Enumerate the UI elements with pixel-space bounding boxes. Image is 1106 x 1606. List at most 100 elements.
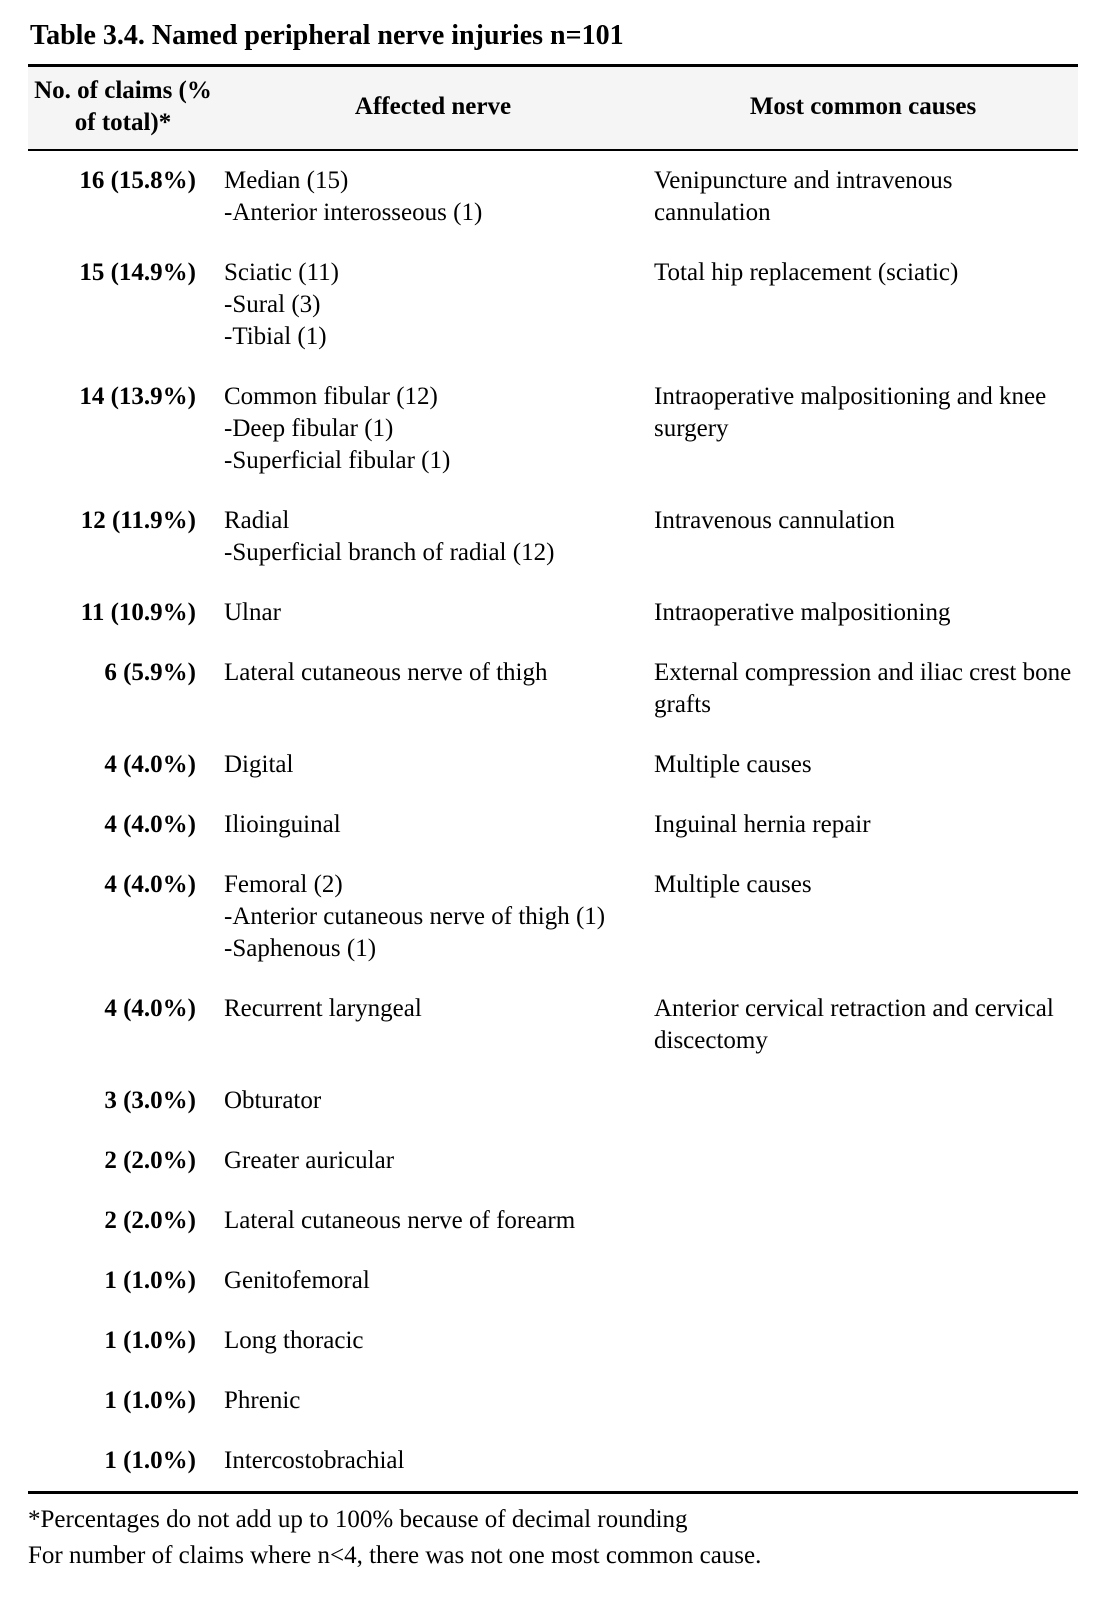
nerve-line: -Tibial (1)	[224, 321, 642, 353]
nerve-line: Sciatic (11)	[224, 257, 642, 289]
nerve-cell: Radial-Superficial branch of radial (12)	[218, 491, 648, 583]
claims-cell: 4 (4.0%)	[28, 735, 218, 795]
cause-cell: Multiple causes	[648, 855, 1078, 979]
cause-cell	[648, 1431, 1078, 1493]
nerve-cell: Lateral cutaneous nerve of thigh	[218, 643, 648, 735]
table-row: 1 (1.0%)Long thoracic	[28, 1311, 1078, 1371]
nerve-line: Ulnar	[224, 597, 642, 629]
col-header-nerve: Affected nerve	[218, 65, 648, 150]
nerve-line: Femoral (2)	[224, 869, 642, 901]
nerve-cell: Femoral (2)-Anterior cutaneous nerve of …	[218, 855, 648, 979]
claims-cell: 4 (4.0%)	[28, 795, 218, 855]
cause-cell: Multiple causes	[648, 735, 1078, 795]
cause-line: Venipuncture and intravenous cannulation	[654, 165, 1072, 229]
claims-cell: 2 (2.0%)	[28, 1191, 218, 1251]
cause-cell: Intravenous cannulation	[648, 491, 1078, 583]
nerve-cell: Long thoracic	[218, 1311, 648, 1371]
table-row: 12 (11.9%)Radial-Superficial branch of r…	[28, 491, 1078, 583]
claims-cell: 14 (13.9%)	[28, 367, 218, 491]
nerve-line: Radial	[224, 505, 642, 537]
col-header-claims: No. of claims (% of total)*	[28, 65, 218, 150]
nerve-line: Greater auricular	[224, 1145, 642, 1177]
nerve-cell: Recurrent laryngeal	[218, 979, 648, 1071]
claims-cell: 1 (1.0%)	[28, 1431, 218, 1493]
claims-cell: 12 (11.9%)	[28, 491, 218, 583]
cause-line: Intraoperative malpositioning and knee s…	[654, 381, 1072, 445]
cause-cell: Intraoperative malpositioning	[648, 583, 1078, 643]
cause-cell	[648, 1251, 1078, 1311]
table-row: 1 (1.0%)Intercostobrachial	[28, 1431, 1078, 1493]
cause-cell	[648, 1191, 1078, 1251]
table-row: 6 (5.9%)Lateral cutaneous nerve of thigh…	[28, 643, 1078, 735]
nerve-cell: Digital	[218, 735, 648, 795]
footnote: *Percentages do not add up to 100% becau…	[28, 1504, 1078, 1536]
table-row: 14 (13.9%)Common fibular (12)-Deep fibul…	[28, 367, 1078, 491]
claims-cell: 4 (4.0%)	[28, 979, 218, 1071]
nerve-line: -Sural (3)	[224, 289, 642, 321]
cause-cell: External compression and iliac crest bon…	[648, 643, 1078, 735]
claims-cell: 6 (5.9%)	[28, 643, 218, 735]
cause-line: External compression and iliac crest bon…	[654, 657, 1072, 721]
cause-line: Total hip replacement (sciatic)	[654, 257, 1072, 289]
table-row: 3 (3.0%)Obturator	[28, 1071, 1078, 1131]
nerve-cell: Median (15)-Anterior interosseous (1)	[218, 150, 648, 243]
nerve-line: Genitofemoral	[224, 1265, 642, 1297]
nerve-cell: Intercostobrachial	[218, 1431, 648, 1493]
nerve-cell: Lateral cutaneous nerve of forearm	[218, 1191, 648, 1251]
nerve-line: Intercostobrachial	[224, 1445, 642, 1477]
cause-cell	[648, 1371, 1078, 1431]
claims-cell: 1 (1.0%)	[28, 1311, 218, 1371]
cause-cell: Anterior cervical retraction and cervica…	[648, 979, 1078, 1071]
cause-cell: Intraoperative malpositioning and knee s…	[648, 367, 1078, 491]
nerve-cell: Genitofemoral	[218, 1251, 648, 1311]
table-row: 4 (4.0%)Ilioinguinal Inguinal hernia repa…	[28, 795, 1078, 855]
cause-cell	[648, 1071, 1078, 1131]
cause-line: Intraoperative malpositioning	[654, 597, 1072, 629]
nerve-line: Ilioinguinal	[224, 809, 642, 841]
table-row: 15 (14.9%)Sciatic (11)-Sural (3)-Tibial …	[28, 243, 1078, 367]
claims-cell: 4 (4.0%)	[28, 855, 218, 979]
table-caption: Table 3.4. Named peripheral nerve injuri…	[30, 18, 1078, 54]
nerve-line: Common fibular (12)	[224, 381, 642, 413]
claims-cell: 1 (1.0%)	[28, 1371, 218, 1431]
footnote: For number of claims where n<4, there wa…	[28, 1540, 1078, 1572]
nerve-line: -Saphenous (1)	[224, 933, 642, 965]
nerve-line: Digital	[224, 749, 642, 781]
cause-line: Multiple causes	[654, 749, 1072, 781]
nerve-line: -Anterior cutaneous nerve of thigh (1)	[224, 901, 642, 933]
nerve-line: -Superficial branch of radial (12)	[224, 537, 642, 569]
nerve-cell: Obturator	[218, 1071, 648, 1131]
col-header-causes: Most common causes	[648, 65, 1078, 150]
nerve-cell: Sciatic (11)-Sural (3)-Tibial (1)	[218, 243, 648, 367]
nerve-line: -Deep fibular (1)	[224, 413, 642, 445]
cause-line: Multiple causes	[654, 869, 1072, 901]
table-row: 4 (4.0%)Digital Multiple causes	[28, 735, 1078, 795]
table-row: 11 (10.9%)UlnarIntraoperative malpositio…	[28, 583, 1078, 643]
cause-cell: Venipuncture and intravenous cannulation	[648, 150, 1078, 243]
table-row: 2 (2.0%)Lateral cutaneous nerve of forea…	[28, 1191, 1078, 1251]
nerve-injuries-table: No. of claims (% of total)* Affected ner…	[28, 64, 1078, 1494]
table-row: 1 (1.0%)Genitofemoral	[28, 1251, 1078, 1311]
table-header-row: No. of claims (% of total)* Affected ner…	[28, 65, 1078, 150]
table-row: 16 (15.8%)Median (15)-Anterior interosse…	[28, 150, 1078, 243]
nerve-cell: Greater auricular	[218, 1131, 648, 1191]
nerve-line: Phrenic	[224, 1385, 642, 1417]
table-row: 4 (4.0%)Femoral (2)-Anterior cutaneous n…	[28, 855, 1078, 979]
claims-cell: 2 (2.0%)	[28, 1131, 218, 1191]
cause-line: Inguinal hernia repair	[654, 809, 1072, 841]
cause-line: Anterior cervical retraction and cervica…	[654, 993, 1072, 1057]
nerve-line: Obturator	[224, 1085, 642, 1117]
nerve-cell: Ilioinguinal	[218, 795, 648, 855]
table-row: 2 (2.0%)Greater auricular	[28, 1131, 1078, 1191]
cause-line: Intravenous cannulation	[654, 505, 1072, 537]
nerve-line: Median (15)	[224, 165, 642, 197]
nerve-cell: Ulnar	[218, 583, 648, 643]
nerve-line: -Superficial fibular (1)	[224, 445, 642, 477]
nerve-cell: Phrenic	[218, 1371, 648, 1431]
nerve-line: Lateral cutaneous nerve of thigh	[224, 657, 642, 689]
footnotes: *Percentages do not add up to 100% becau…	[28, 1504, 1078, 1572]
table-row: 1 (1.0%)Phrenic	[28, 1371, 1078, 1431]
nerve-line: Long thoracic	[224, 1325, 642, 1357]
nerve-line: Recurrent laryngeal	[224, 993, 642, 1025]
claims-cell: 15 (14.9%)	[28, 243, 218, 367]
